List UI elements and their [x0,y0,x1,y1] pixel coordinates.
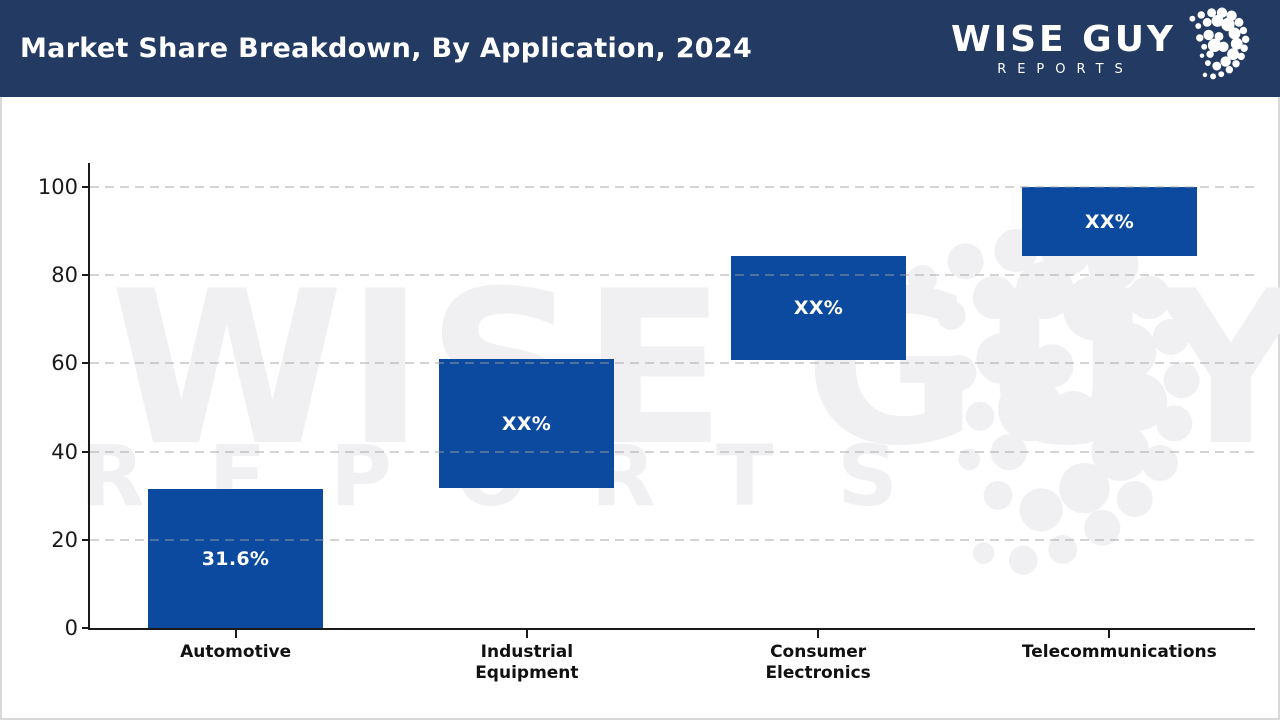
grid-line [90,538,1255,541]
y-axis-tick [82,362,90,365]
y-tick-label: 40 [51,439,78,464]
y-tick-label: 100 [37,175,78,199]
logo-text: WISE GUY REPORTS [950,18,1176,77]
bar: XX% [731,256,906,360]
x-axis-spine [88,628,1255,630]
x-tick-label: Automotive [180,642,292,662]
y-axis-tick [82,538,90,541]
y-tick-label: 0 [64,616,78,640]
grid-line [90,274,1255,277]
y-axis-tick [82,450,90,453]
y-axis-spine [88,163,90,630]
x-axis-tick [235,630,237,638]
grid-line [90,450,1255,453]
watermark-head-icon [908,225,1200,575]
y-axis-tick [82,274,90,277]
logo-wordmark: WISE GUY [950,18,1176,60]
bar: XX% [439,359,614,488]
y-tick-label: 80 [51,263,78,288]
x-axis-tick [526,630,528,638]
page-title: Market Share Breakdown, By Application, … [20,33,753,64]
bar: 31.6% [148,489,323,628]
bar-value-label: XX% [793,297,844,319]
bar-value-label: XX% [1084,210,1135,233]
x-tick-label: Consumer Electronics [765,642,871,683]
y-tick-label: 60 [51,351,78,376]
wiseguy-logo: WISE GUY REPORTS [951,7,1256,91]
grid-line [90,186,1255,188]
y-axis-tick [82,186,90,188]
logo-subtitle: REPORTS [997,61,1134,77]
bar-value-label: 31.6% [201,547,270,570]
wiseguy-head-icon [1189,7,1250,79]
x-tick-label: Industrial Equipment [475,642,579,683]
y-tick-label: 20 [51,527,78,552]
bar: XX% [1022,187,1197,256]
header-bar: Market Share Breakdown, By Application, … [0,0,1280,97]
grid-line [90,362,1255,365]
x-axis-tick [1108,630,1110,638]
x-axis-tick [817,630,819,638]
x-tick-label: Telecommunications [1021,642,1217,662]
y-axis-tick [82,627,90,629]
bar-value-label: XX% [501,412,552,435]
